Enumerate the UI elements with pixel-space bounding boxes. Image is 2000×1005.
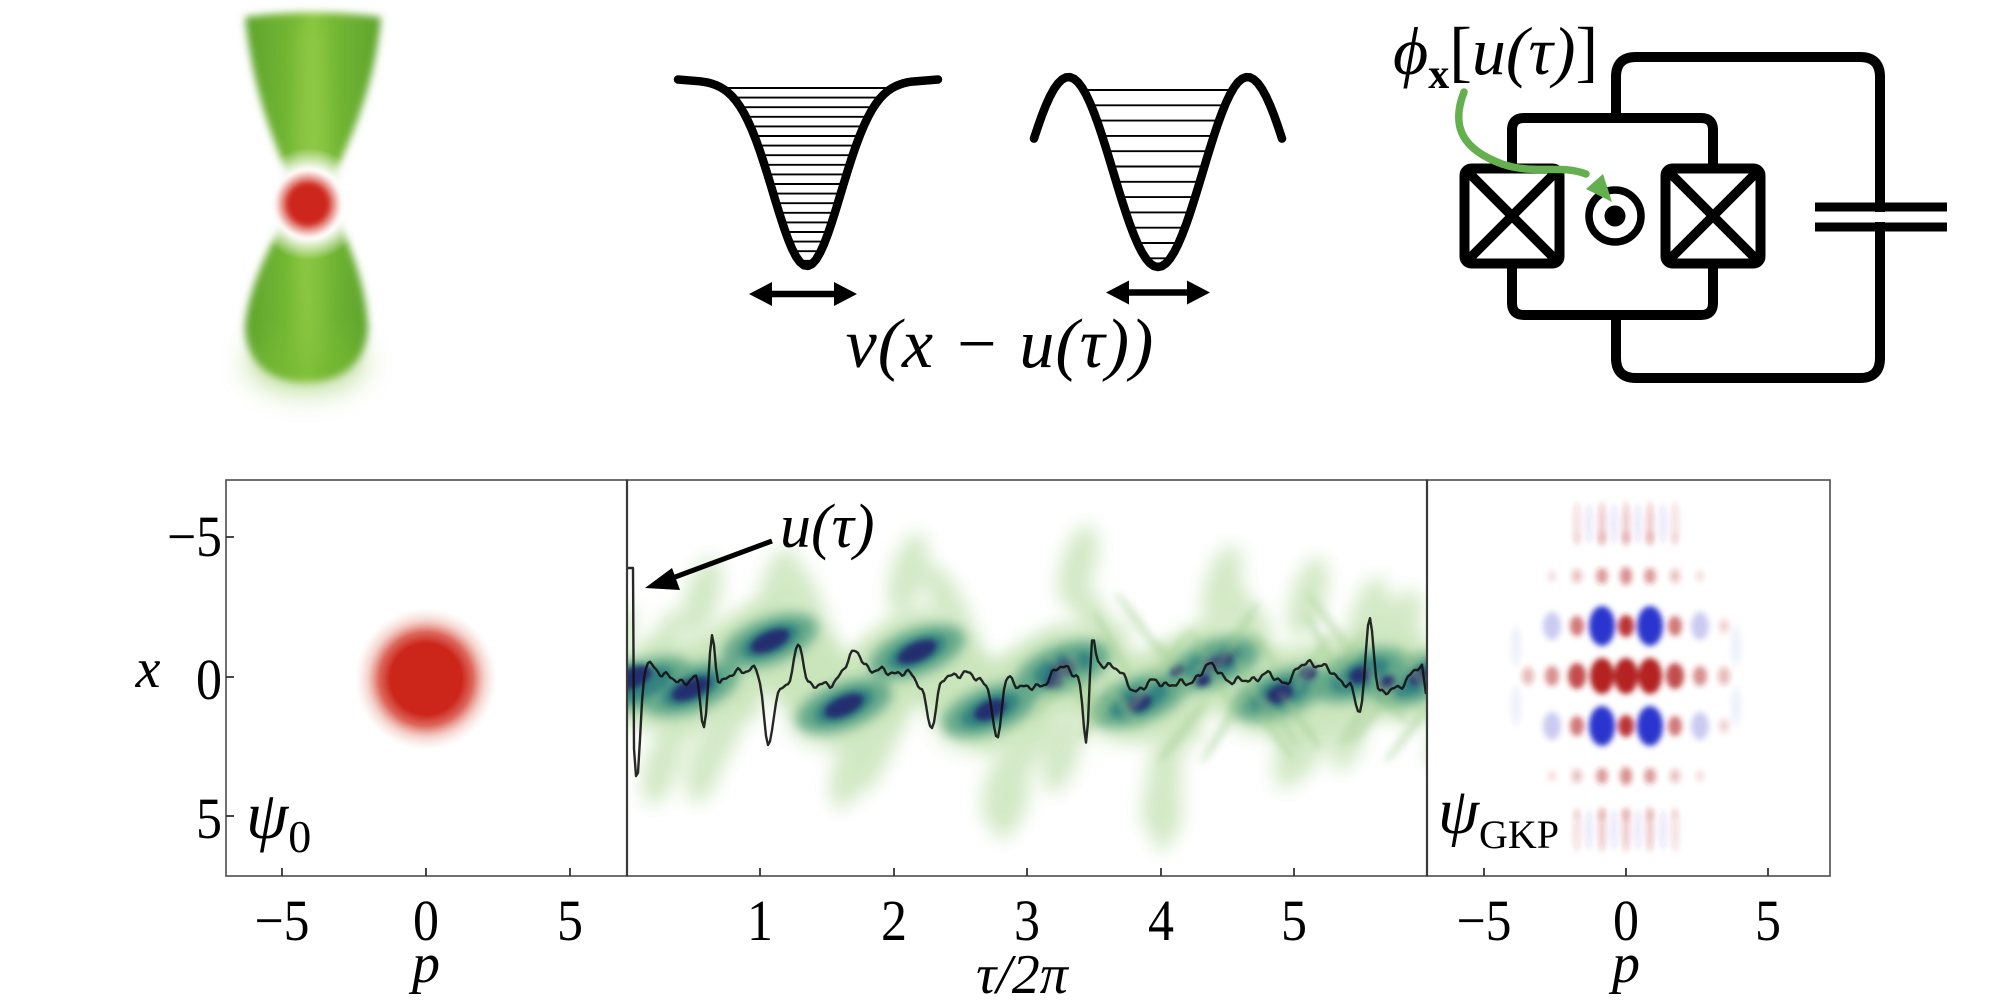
svg-text:0: 0	[413, 888, 439, 953]
svg-text:−5: −5	[255, 888, 310, 953]
svg-text:−5: −5	[1457, 888, 1512, 953]
svg-text:4: 4	[1148, 888, 1174, 953]
svg-text:−5: −5	[167, 504, 222, 569]
svg-text:u(τ): u(τ)	[780, 493, 874, 561]
svg-text:2: 2	[881, 888, 907, 953]
svg-text:τ/2π: τ/2π	[976, 944, 1070, 1000]
svg-text:5: 5	[196, 786, 222, 851]
svg-text:p: p	[1608, 933, 1640, 995]
svg-text:v(x − u(τ)): v(x − u(τ))	[846, 306, 1155, 383]
svg-text:x: x	[135, 638, 161, 700]
svg-text:1: 1	[747, 888, 773, 953]
svg-text:0: 0	[1613, 888, 1639, 953]
svg-text:0: 0	[196, 647, 222, 712]
svg-text:5: 5	[1755, 888, 1781, 953]
svg-text:5: 5	[557, 888, 583, 953]
svg-text:3: 3	[1014, 888, 1040, 953]
svg-text:5: 5	[1281, 888, 1307, 953]
svg-text:p: p	[408, 933, 440, 995]
svg-text:ϕx[u(τ)]: ϕx[u(τ)]	[1393, 13, 1598, 98]
